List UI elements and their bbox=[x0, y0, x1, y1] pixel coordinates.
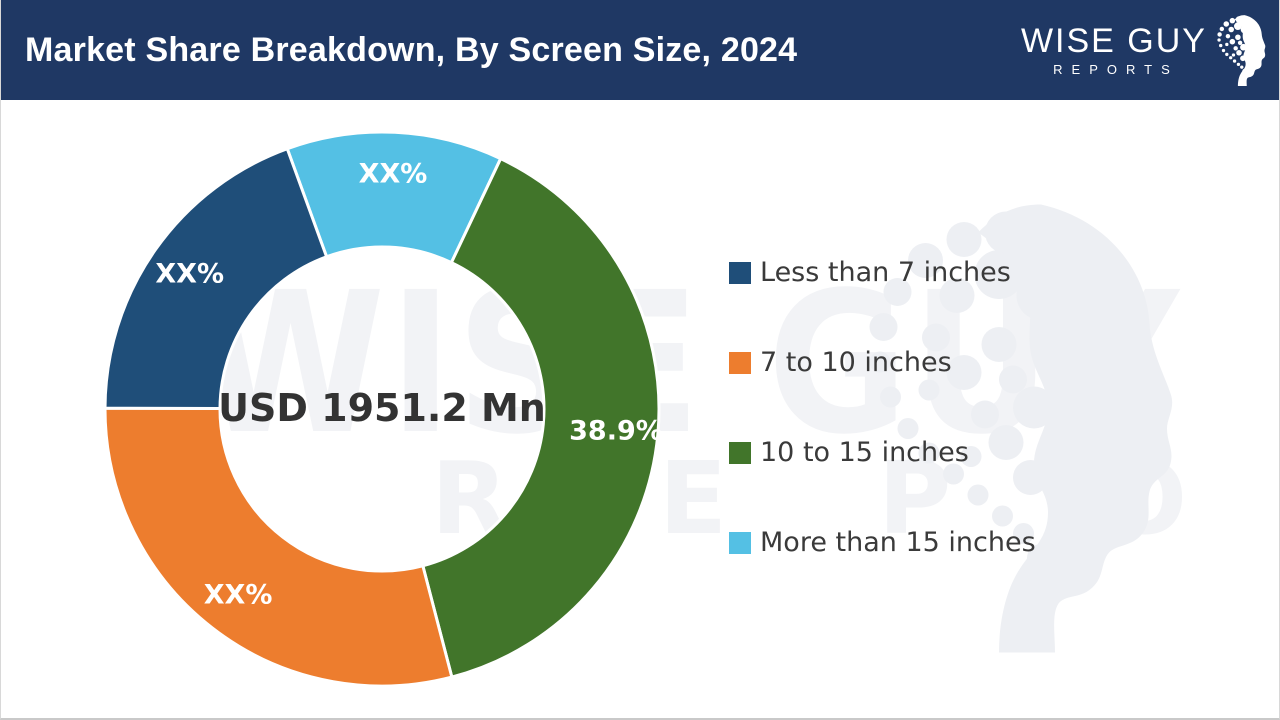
chart-area: WISE GUY R E P O R T S USD 1951.2 Mn XX%… bbox=[1, 100, 1279, 718]
logo-head-icon bbox=[1217, 15, 1266, 86]
slice-value-label-2: XX% bbox=[203, 579, 273, 611]
donut-slice-3 bbox=[103, 147, 329, 411]
wise-guy-reports-logo: WISE GUY REPORTS bbox=[1021, 14, 1279, 86]
legend-label: More than 15 inches bbox=[760, 527, 1036, 558]
donut-slice-2 bbox=[103, 406, 454, 688]
logo-wordmark: WISE GUY bbox=[1020, 22, 1207, 60]
slice-value-label-0: XX% bbox=[358, 158, 428, 190]
legend-item: More than 15 inches bbox=[729, 526, 1036, 560]
legend-item: 10 to 15 inches bbox=[729, 436, 1036, 470]
legend-label: 7 to 10 inches bbox=[760, 347, 952, 378]
legend-swatch bbox=[729, 532, 751, 554]
legend-item: Less than 7 inches bbox=[729, 256, 1036, 290]
legend-item: 7 to 10 inches bbox=[729, 346, 1036, 380]
donut-chart: USD 1951.2 Mn XX% 38.9% XX% XX% bbox=[82, 109, 682, 709]
chart-center-value: USD 1951.2 Mn bbox=[218, 386, 546, 430]
header-bar: Market Share Breakdown, By Screen Size, … bbox=[1, 0, 1279, 100]
slice-value-label-3: XX% bbox=[155, 258, 225, 290]
legend-swatch bbox=[729, 352, 751, 374]
chart-legend: Less than 7 inches 7 to 10 inches 10 to 15… bbox=[729, 256, 1036, 616]
legend-label: Less than 7 inches bbox=[760, 257, 1011, 288]
logo-subtitle: REPORTS bbox=[1053, 62, 1179, 77]
legend-swatch bbox=[729, 442, 751, 464]
legend-swatch bbox=[729, 262, 751, 284]
page-title: Market Share Breakdown, By Screen Size, … bbox=[25, 30, 798, 69]
donut-svg bbox=[103, 130, 661, 688]
donut-slice-1 bbox=[421, 157, 661, 679]
legend-label: 10 to 15 inches bbox=[760, 437, 969, 468]
slice-value-label-1: 38.9% bbox=[569, 415, 663, 447]
logo-text: WISE GUY REPORTS bbox=[1021, 23, 1207, 77]
